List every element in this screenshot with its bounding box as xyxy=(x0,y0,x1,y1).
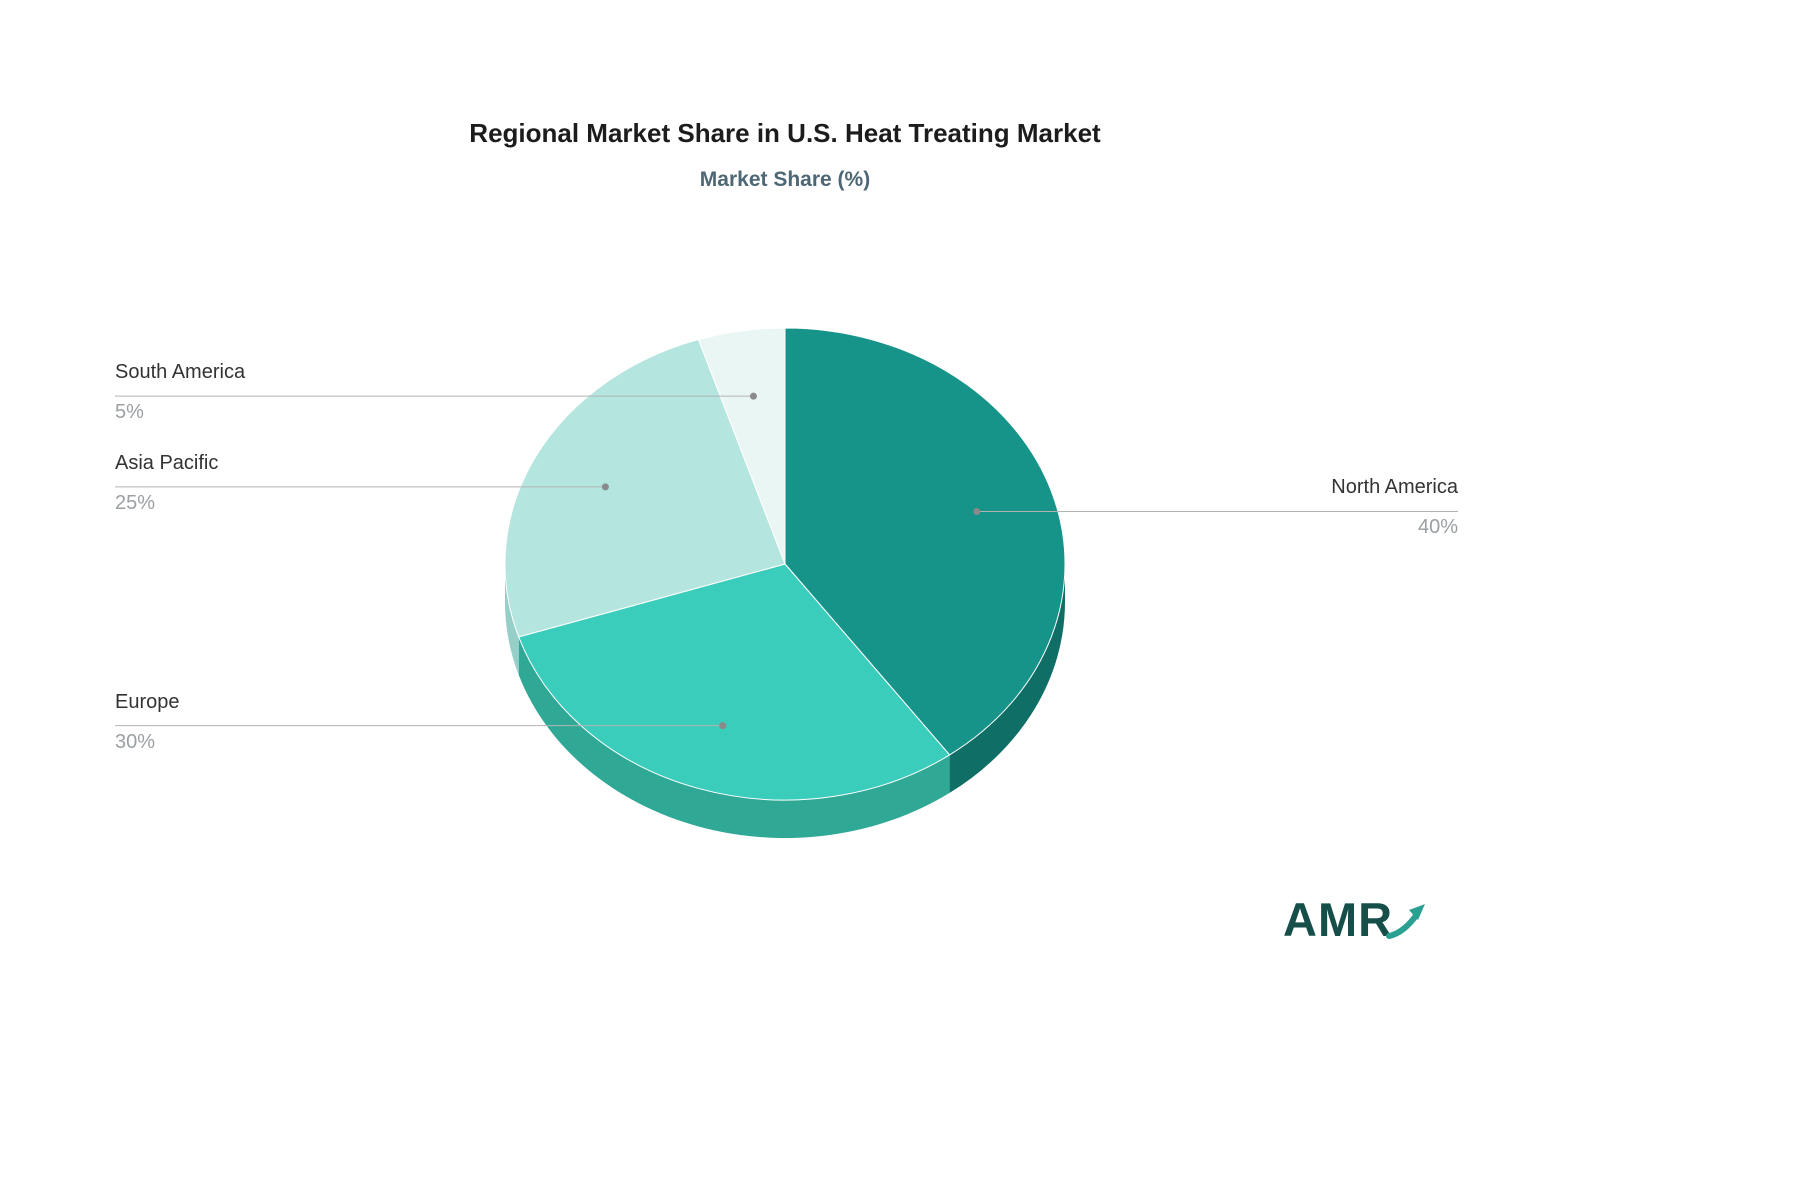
slice-label-value: 30% xyxy=(115,730,156,753)
slice-label-name: North America xyxy=(1331,476,1458,499)
slice-label-name: Europe xyxy=(115,690,180,713)
slice-label-name: Asia Pacific xyxy=(115,451,219,474)
amr-logo-arrow-icon xyxy=(1386,904,1426,939)
slice-label-asia-pacific: Asia Pacific 25% xyxy=(115,451,218,515)
amr-logo: AMR xyxy=(1283,896,1431,944)
slice-label-value: 25% xyxy=(115,491,156,514)
slice-label-value: 5% xyxy=(115,401,144,424)
slice-label-value: 40% xyxy=(1417,516,1458,539)
slice-label-name: South America xyxy=(115,361,246,384)
amr-logo-text: AMR xyxy=(1283,893,1394,946)
slice-label-europe: Europe 30% xyxy=(115,690,180,754)
chart-subtitle: Market Share (%) xyxy=(699,168,871,191)
slice-label-north-america: North America 40% xyxy=(1331,475,1458,539)
slice-label-south-america: South America 5% xyxy=(115,360,245,424)
chart-title: Regional Market Share in U.S. Heat Treat… xyxy=(469,118,1101,148)
